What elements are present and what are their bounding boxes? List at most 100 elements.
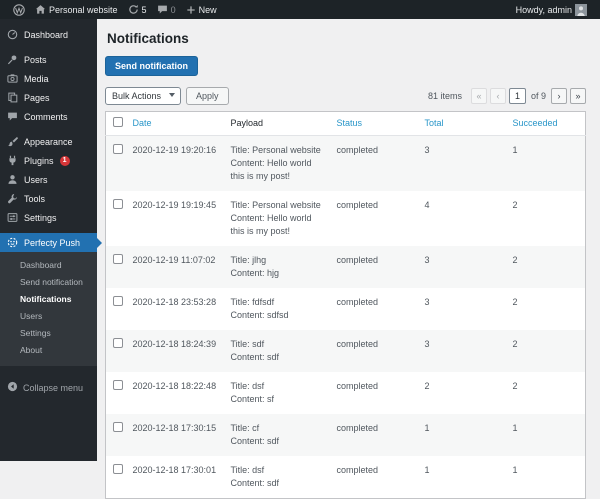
row-checkbox[interactable] — [113, 464, 123, 474]
submenu-item-settings[interactable]: Settings — [20, 328, 51, 338]
sidebar-item-appearance[interactable]: Appearance — [0, 132, 97, 151]
table-toolbar: Bulk Actions Apply 81 items « ‹ of 9 › » — [105, 86, 586, 105]
column-header-status[interactable]: Status — [331, 111, 420, 136]
row-checkbox[interactable] — [113, 254, 123, 264]
row-checkbox[interactable] — [113, 199, 123, 209]
page-title: Notifications — [107, 31, 189, 46]
main-content: Notifications Send notification Bulk Act… — [97, 19, 600, 499]
cell-status: completed — [336, 297, 379, 307]
collapse-menu-button[interactable]: Collapse menu — [0, 377, 97, 398]
howdy-label: Howdy, admin — [515, 4, 572, 15]
bulk-actions-select[interactable]: Bulk Actions — [105, 87, 181, 105]
account-menu[interactable]: Howdy, admin — [511, 0, 592, 19]
sidebar-item-tools[interactable]: Tools — [0, 189, 97, 208]
first-page-button: « — [470, 87, 487, 104]
column-header-payload: Payload — [225, 111, 332, 136]
sidebar-item-media[interactable]: Media — [0, 69, 97, 88]
submenu-item-dashboard[interactable]: Dashboard — [20, 260, 62, 270]
sidebar-item-plugins[interactable]: Plugins 1 — [0, 151, 97, 170]
table-row: 2020-12-19 19:19:45 Title: Personal webs… — [106, 191, 586, 246]
table-row: 2020-12-18 23:53:28 Title: fdfsdf Conten… — [106, 288, 586, 330]
sidebar-item-label: Dashboard — [24, 29, 69, 40]
pushpin-icon — [7, 54, 18, 65]
cell-status: completed — [336, 145, 379, 155]
wordpress-logo-icon — [13, 3, 25, 16]
column-header-date[interactable]: Date — [127, 111, 226, 136]
sidebar-item-comments[interactable]: Comments — [0, 107, 97, 126]
cell-total: 3 — [424, 339, 430, 349]
cell-succeeded: 2 — [512, 200, 518, 210]
table-row: 2020-12-19 11:07:02 Title: jlhg Content:… — [105, 246, 586, 288]
sidebar-item-perfecty-push[interactable]: Perfecty Push — [0, 233, 102, 252]
site-name-label: Personal website — [49, 4, 118, 15]
select-all-checkbox[interactable] — [113, 117, 123, 127]
camera-icon — [7, 73, 18, 84]
plus-icon — [186, 5, 196, 15]
site-name-menu[interactable]: Personal website — [30, 0, 123, 19]
apply-button[interactable]: Apply — [186, 86, 229, 105]
cell-succeeded: 1 — [512, 423, 518, 433]
cell-succeeded: 2 — [512, 381, 518, 391]
sidebar-item-label: Tools — [24, 193, 46, 204]
comments-menu[interactable]: 0 — [152, 0, 181, 19]
current-page-input[interactable] — [508, 87, 526, 104]
next-page-button[interactable]: › — [551, 87, 567, 104]
cell-payload: Title: dsf Content: sf — [230, 381, 275, 404]
pagination: 81 items « ‹ of 9 › » — [427, 87, 586, 104]
column-header-total[interactable]: Total — [419, 111, 508, 136]
row-checkbox[interactable] — [113, 380, 123, 390]
updates-menu[interactable]: 5 — [123, 0, 152, 19]
comments-count: 0 — [170, 4, 176, 15]
avatar — [575, 3, 587, 16]
cell-succeeded: 2 — [512, 297, 518, 307]
sidebar-item-label: Appearance — [24, 136, 73, 147]
cell-succeeded: 1 — [512, 145, 518, 155]
submenu-item-users[interactable]: Users — [20, 311, 43, 321]
sidebar-item-label: Plugins — [24, 155, 54, 166]
cell-total: 2 — [424, 381, 430, 391]
sidebar-item-pages[interactable]: Pages — [0, 88, 97, 107]
cell-payload: Title: cf Content: sdf — [230, 423, 280, 446]
cell-date: 2020-12-19 19:19:45 — [132, 200, 217, 210]
cell-payload: Title: sdf Content: sdf — [230, 339, 280, 362]
sidebar-item-settings[interactable]: Settings — [0, 208, 97, 227]
wordpress-logo-menu[interactable] — [8, 0, 30, 19]
sidebar-item-dashboard[interactable]: Dashboard — [0, 25, 97, 44]
submenu-item-about[interactable]: About — [20, 345, 43, 355]
new-content-menu[interactable]: New — [181, 0, 222, 19]
cell-date: 2020-12-19 11:07:02 — [132, 255, 216, 265]
cell-status: completed — [336, 381, 379, 391]
submenu-item-notifications[interactable]: Notifications — [20, 294, 72, 304]
column-header-succeeded[interactable]: Succeeded — [507, 111, 586, 136]
collapse-arrow-icon — [7, 381, 18, 394]
submenu-item-send-notification[interactable]: Send notification — [20, 277, 83, 287]
row-checkbox[interactable] — [113, 422, 123, 432]
cell-total: 3 — [424, 145, 430, 155]
sidebar-item-label: Comments — [24, 111, 68, 122]
cell-payload: Title: Personal website Content: Hello w… — [230, 200, 321, 236]
cell-status: completed — [336, 255, 379, 265]
sidebar-item-label: Pages — [24, 92, 50, 103]
sidebar-item-posts[interactable]: Posts — [0, 50, 97, 69]
cell-total: 3 — [424, 297, 430, 307]
paintbrush-icon — [7, 136, 18, 147]
sidebar-item-label: Posts — [24, 54, 47, 65]
plug-icon — [7, 155, 18, 166]
row-checkbox[interactable] — [113, 144, 123, 154]
sidebar-item-users[interactable]: Users — [0, 170, 97, 189]
cell-payload: Title: jlhg Content: hjg — [230, 255, 280, 278]
cell-date: 2020-12-19 19:20:16 — [132, 145, 217, 155]
last-page-button[interactable]: » — [570, 87, 586, 104]
pages-icon — [7, 92, 18, 103]
items-count: 81 items — [427, 90, 462, 101]
wrench-icon — [7, 193, 18, 204]
table-row: 2020-12-18 17:30:15 Title: cf Content: s… — [105, 414, 586, 456]
dashboard-icon — [7, 29, 18, 40]
comment-bubble-icon — [157, 4, 168, 15]
cell-total: 4 — [424, 200, 430, 210]
row-checkbox[interactable] — [113, 338, 123, 348]
send-notification-button[interactable]: Send notification — [105, 56, 198, 76]
cell-date: 2020-12-18 18:24:39 — [132, 339, 217, 349]
table-header-row: Date Payload Status Total Succeeded — [105, 111, 586, 136]
row-checkbox[interactable] — [113, 296, 123, 306]
